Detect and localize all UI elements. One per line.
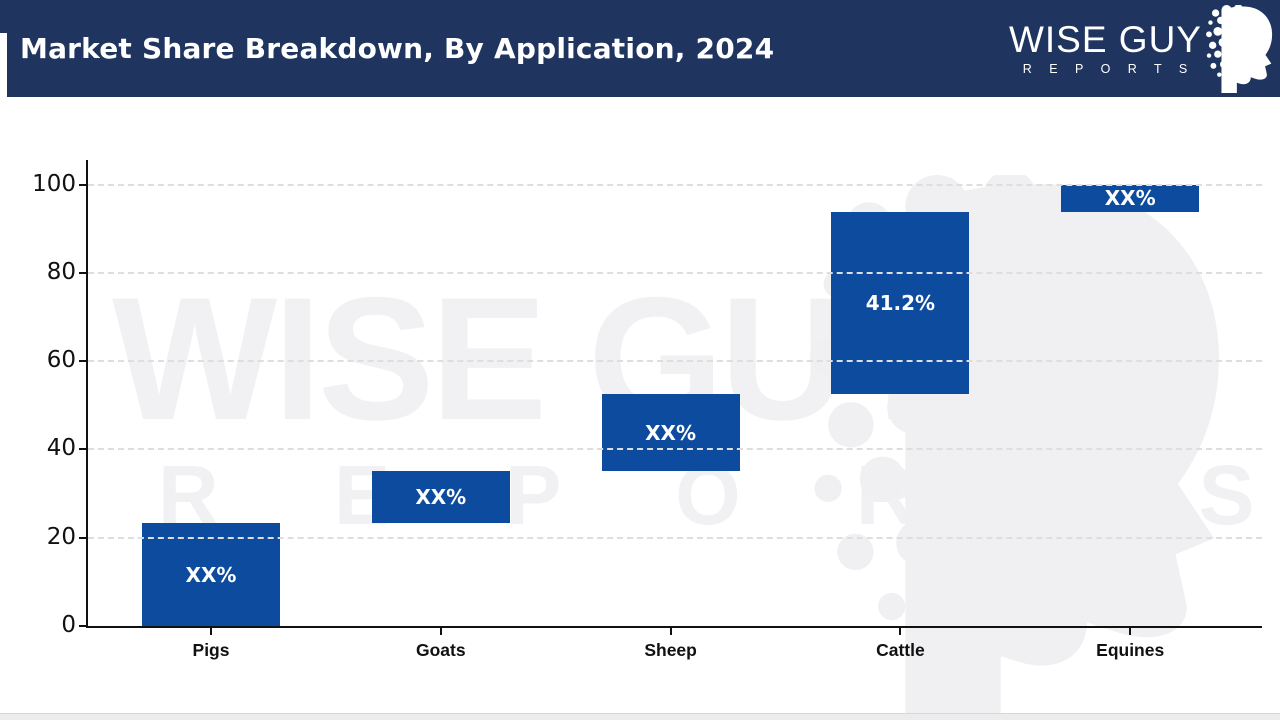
gridline [88, 448, 1262, 451]
gridline [88, 360, 1262, 363]
page-title: Market Share Breakdown, By Application, … [20, 32, 775, 65]
gridline [88, 271, 1262, 274]
brand-logo: WISE GUY R E P O R T S [1009, 0, 1280, 97]
y-tick-mark [79, 448, 88, 451]
bar-goats: XX% [371, 471, 510, 524]
y-tick-mark [79, 536, 88, 539]
y-tick-label: 60 [46, 347, 76, 374]
header-left-notch [0, 33, 7, 97]
x-tick-mark [210, 628, 212, 635]
y-tick-mark [79, 625, 88, 627]
y-tick-label: 20 [46, 523, 76, 550]
bar-equines: XX% [1061, 184, 1200, 213]
gridline [88, 183, 1262, 186]
y-tick-label: 100 [32, 170, 76, 197]
bar-pigs: XX% [142, 523, 280, 626]
brand-head-icon [1206, 4, 1273, 93]
brand-logo-text: WISE GUY R E P O R T S [1009, 21, 1202, 76]
y-tick-mark [79, 271, 88, 274]
bar-value-label: XX% [1104, 186, 1156, 211]
bar-cattle: 41.2% [831, 212, 970, 395]
x-tick-mark [439, 628, 442, 635]
y-tick-label: 40 [46, 435, 76, 462]
x-tick-mark [669, 628, 672, 635]
x-tick-label: Goats [415, 640, 466, 660]
y-tick-label: 0 [61, 612, 76, 638]
report-header: Market Share Breakdown, By Application, … [0, 0, 1280, 97]
x-tick-mark [1129, 628, 1132, 635]
y-tick-label: 80 [46, 258, 76, 285]
x-tick-label: Equines [1096, 640, 1165, 660]
brand-subtitle: R E P O R T S [1022, 62, 1195, 76]
x-tick-mark [899, 628, 902, 635]
y-tick-mark [79, 183, 88, 186]
brand-name: WISE GUY [1008, 19, 1202, 60]
bar-value-label: 41.2% [865, 291, 936, 316]
footer-strip [0, 713, 1280, 720]
x-tick-label: Cattle [876, 640, 925, 660]
bar-value-label: XX% [185, 562, 237, 587]
bar-sheep: XX% [601, 394, 740, 472]
y-axis-line [86, 160, 88, 628]
bar-value-label: XX% [415, 485, 467, 510]
x-tick-label: Sheep [644, 640, 697, 660]
gridline [88, 536, 1262, 539]
x-axis-line [86, 626, 1262, 628]
bar-value-label: XX% [645, 420, 697, 445]
y-tick-mark [79, 360, 88, 363]
x-tick-label: Pigs [192, 640, 230, 660]
